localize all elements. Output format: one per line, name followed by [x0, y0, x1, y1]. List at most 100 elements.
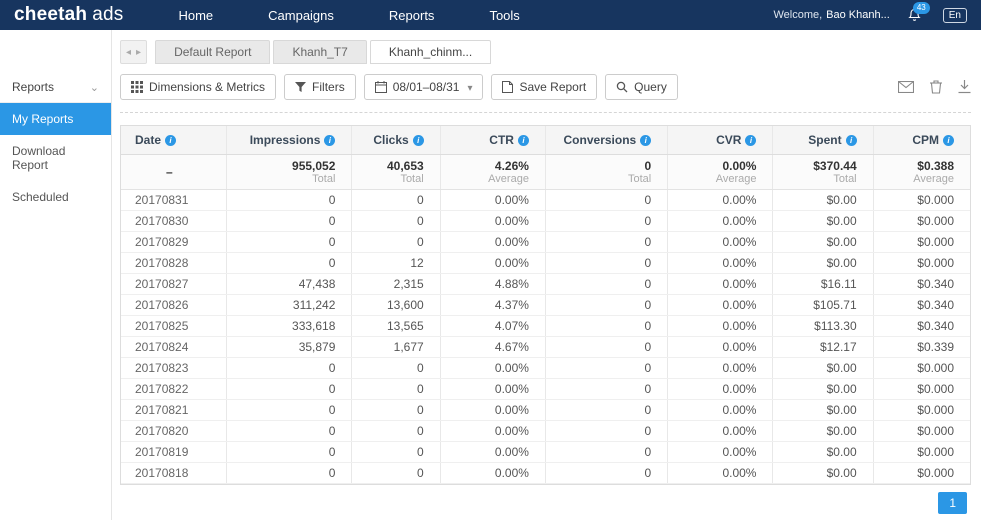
cell-impressions: 35,879	[225, 336, 352, 358]
column-header-date[interactable]: Date	[121, 126, 227, 155]
save-report-button[interactable]: Save Report	[491, 74, 598, 100]
cell-clicks: 0	[351, 462, 441, 484]
info-icon[interactable]	[517, 135, 529, 146]
info-icon[interactable]	[165, 135, 177, 146]
nav-item-tools[interactable]: Tools	[489, 7, 520, 23]
page-body: Reports My Reports Download Report Sched…	[0, 30, 981, 520]
info-icon[interactable]	[745, 135, 757, 146]
cell-spent: $0.00	[772, 189, 874, 211]
column-header-cpm[interactable]: CPM	[872, 126, 970, 155]
cell-date: 20170822	[121, 378, 227, 400]
table-row: 20170820 0 0 0.00% 0 0.00% $0.00 $0.000	[121, 420, 970, 442]
cell-cvr: 0.00%	[667, 357, 773, 379]
brand-bold: cheetah	[14, 4, 88, 25]
nav-right: Welcome, Bao Khanh... 43 En	[773, 2, 967, 23]
column-header-clicks[interactable]: Clicks	[351, 126, 441, 155]
sidebar-item-my-reports[interactable]: My Reports	[0, 103, 111, 135]
info-icon[interactable]	[324, 135, 336, 146]
cell-spent: $0.00	[772, 420, 874, 442]
cell-conversions: 0	[544, 231, 668, 253]
cell-cpm: $0.000	[872, 210, 970, 232]
tab-scroll-left-icon[interactable]	[126, 47, 131, 58]
sidebar-section-reports[interactable]: Reports	[0, 72, 111, 103]
cell-conversions: 0	[544, 252, 668, 274]
cell-cpm: $0.000	[872, 189, 970, 211]
cell-conversions: 0	[544, 210, 668, 232]
cell-spent: $0.00	[772, 441, 874, 463]
filters-button[interactable]: Filters	[284, 74, 356, 100]
nav-item-campaigns[interactable]: Campaigns	[268, 7, 334, 23]
query-button[interactable]: Query	[605, 74, 678, 100]
info-icon[interactable]	[412, 135, 424, 146]
cell-ctr: 0.00%	[439, 231, 546, 253]
notifications-button[interactable]: 43	[908, 2, 930, 22]
cell-conversions: 0	[544, 399, 668, 421]
top-navbar: cheetah ads Home Campaigns Reports Tools…	[0, 0, 981, 30]
totals-conversions: 0 Total	[544, 154, 668, 190]
cell-impressions: 0	[225, 462, 352, 484]
download-icon[interactable]	[958, 80, 971, 94]
grid-icon	[131, 81, 143, 93]
column-header-spent[interactable]: Spent	[772, 126, 874, 155]
filters-label: Filters	[312, 80, 345, 94]
cell-ctr: 0.00%	[439, 378, 546, 400]
cell-ctr: 0.00%	[439, 420, 546, 442]
trash-icon[interactable]	[930, 80, 942, 94]
column-header-ctr[interactable]: CTR	[439, 126, 546, 155]
cell-impressions: 0	[225, 231, 352, 253]
cell-spent: $0.00	[772, 357, 874, 379]
cell-cpm: $0.340	[872, 294, 970, 316]
nav-item-reports[interactable]: Reports	[388, 7, 435, 23]
cell-cvr: 0.00%	[667, 210, 773, 232]
email-icon[interactable]	[898, 81, 914, 93]
cell-conversions: 0	[544, 189, 668, 211]
tab-scroll-buttons[interactable]	[120, 40, 148, 64]
info-icon[interactable]	[845, 135, 857, 146]
cell-ctr: 0.00%	[439, 357, 546, 379]
welcome-label: Welcome,	[773, 9, 823, 21]
cell-clicks: 0	[351, 420, 441, 442]
cell-impressions: 311,242	[225, 294, 352, 316]
tab-default-report[interactable]: Default Report	[155, 40, 271, 64]
table-row: 20170831 0 0 0.00% 0 0.00% $0.00 $0.000	[121, 189, 970, 211]
column-header-conversions[interactable]: Conversions	[544, 126, 668, 155]
cell-clicks: 0	[351, 231, 441, 253]
sidebar-item-download-report[interactable]: Download Report	[12, 144, 66, 172]
cell-clicks: 1,677	[351, 336, 441, 358]
brand-logo[interactable]: cheetah ads	[14, 4, 123, 26]
toolbar-right-icons	[898, 80, 971, 94]
table-row: 20170829 0 0 0.00% 0 0.00% $0.00 $0.000	[121, 231, 970, 253]
totals-date: –	[121, 154, 227, 190]
column-header-cvr[interactable]: CVR	[667, 126, 773, 155]
nav-item-home[interactable]: Home	[178, 7, 214, 23]
cell-impressions: 0	[225, 441, 352, 463]
cell-date: 20170819	[121, 441, 227, 463]
cell-impressions: 0	[225, 378, 352, 400]
cell-spent: $0.00	[772, 231, 874, 253]
sidebar-item-scheduled[interactable]: Scheduled	[12, 190, 69, 204]
cell-clicks: 12	[351, 252, 441, 274]
info-icon[interactable]	[640, 135, 652, 146]
page-1-button[interactable]: 1	[938, 492, 967, 514]
cell-clicks: 0	[351, 210, 441, 232]
search-icon	[616, 81, 628, 93]
table-row: 20170830 0 0 0.00% 0 0.00% $0.00 $0.000	[121, 210, 970, 232]
cell-date: 20170831	[121, 189, 227, 211]
cell-impressions: 0	[225, 252, 352, 274]
cell-ctr: 0.00%	[439, 399, 546, 421]
column-header-impressions[interactable]: Impressions	[225, 126, 352, 155]
cell-cvr: 0.00%	[667, 231, 773, 253]
cell-clicks: 0	[351, 357, 441, 379]
cell-cvr: 0.00%	[667, 252, 773, 274]
funnel-icon	[295, 81, 307, 93]
info-icon[interactable]	[943, 135, 954, 146]
nav-items: Home Campaigns Reports Tools	[178, 8, 574, 23]
username-label[interactable]: Bao Khanh...	[826, 9, 890, 21]
tab-khanh-chinm[interactable]: Khanh_chinm...	[369, 40, 492, 64]
dimensions-metrics-button[interactable]: Dimensions & Metrics	[120, 74, 277, 100]
tab-khanh-t7[interactable]: Khanh_T7	[273, 40, 367, 64]
language-button[interactable]: En	[942, 7, 967, 23]
tab-scroll-right-icon[interactable]	[136, 47, 141, 58]
table-row: 20170828 0 12 0.00% 0 0.00% $0.00 $0.000	[121, 252, 970, 274]
date-range-button[interactable]: 08/01–08/31	[363, 74, 484, 100]
